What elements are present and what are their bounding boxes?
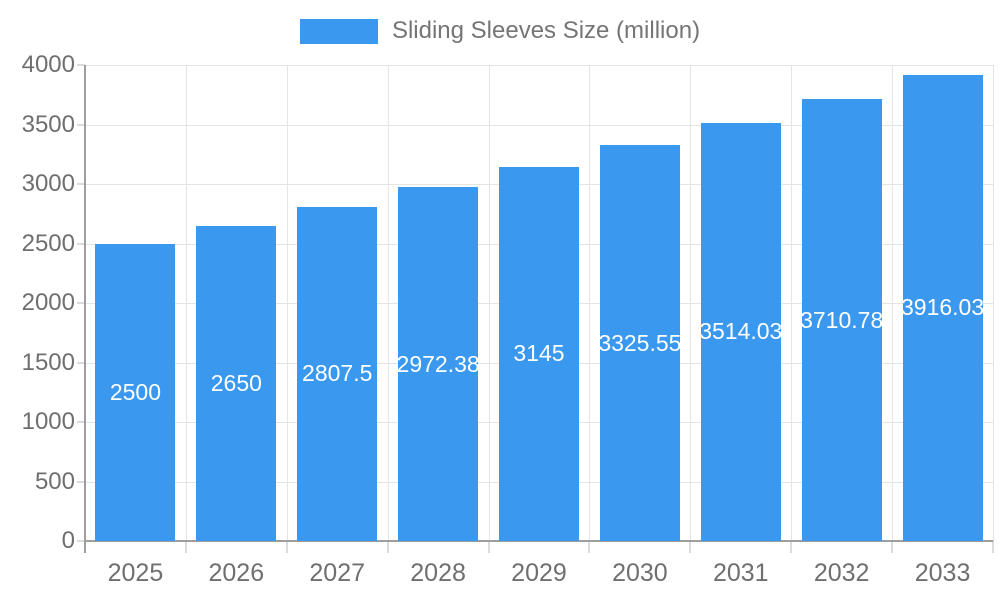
bar-value-label: 3145 <box>513 340 565 367</box>
x-axis-line <box>85 540 993 542</box>
v-gridline <box>993 65 994 541</box>
y-axis-label: 1000 <box>21 408 75 435</box>
bar-value-label: 3325.55 <box>599 329 680 356</box>
y-axis-label: 3000 <box>21 170 75 197</box>
x-axis-label: 2027 <box>309 559 366 587</box>
y-axis-label: 2000 <box>21 289 75 316</box>
v-gridline <box>589 65 591 541</box>
v-gridline <box>690 65 692 541</box>
bar-2028[interactable]: 2972.38 <box>398 187 479 541</box>
v-gridline <box>185 65 187 541</box>
bar-2026[interactable]: 2650 <box>196 225 277 541</box>
y-axis-tick <box>77 64 85 66</box>
bar-2029[interactable]: 3145 <box>499 166 579 541</box>
y-axis-tick <box>77 540 85 542</box>
y-axis-tick <box>77 242 85 245</box>
x-axis-tick <box>891 541 894 553</box>
x-axis-label: 2033 <box>914 559 971 587</box>
bar-2027[interactable]: 2807.5 <box>297 206 378 541</box>
v-gridline <box>791 65 793 541</box>
x-axis-tick <box>184 541 187 553</box>
y-axis-label: 2500 <box>21 229 75 257</box>
bar-value-label: 2807.5 <box>302 360 373 387</box>
x-axis-label: 2029 <box>511 559 567 587</box>
x-axis-tick <box>790 541 793 553</box>
v-gridline <box>286 65 288 541</box>
bar-value-label: 3916.03 <box>902 294 983 321</box>
v-gridline <box>892 65 894 541</box>
x-axis-tick <box>386 541 389 553</box>
y-axis-tick <box>77 123 85 126</box>
x-axis-label: 2032 <box>813 559 870 587</box>
bar-2033[interactable]: 3916.03 <box>902 74 983 541</box>
h-gridline <box>85 124 993 126</box>
bar-2032[interactable]: 3710.78 <box>801 99 882 541</box>
legend-swatch-icon <box>299 18 378 44</box>
legend-label: Sliding Sleeves Size (million) <box>391 17 701 44</box>
bar-value-label: 3710.78 <box>801 306 882 333</box>
x-axis-tick <box>992 541 994 553</box>
y-axis-label: 3500 <box>21 110 75 138</box>
v-gridline <box>488 65 490 541</box>
v-gridline <box>387 65 389 541</box>
x-axis-tick <box>588 541 591 553</box>
bar-value-label: 2972.38 <box>398 350 479 377</box>
x-axis-label: 2025 <box>107 559 164 587</box>
y-axis-tick <box>77 361 85 364</box>
y-axis-tick <box>77 302 85 304</box>
x-axis-label: 2026 <box>208 559 265 587</box>
x-axis-label: 2031 <box>712 559 769 587</box>
y-axis-label: 0 <box>61 527 75 554</box>
bar-2030[interactable]: 3325.55 <box>599 145 680 541</box>
y-axis-label: 4000 <box>21 51 75 78</box>
bar-2025[interactable]: 2500 <box>95 243 176 541</box>
x-axis-tick <box>689 541 692 553</box>
legend-item[interactable]: Sliding Sleeves Size (million) <box>0 18 1000 44</box>
bar-value-label: 2500 <box>109 378 162 405</box>
x-axis-tick <box>487 541 490 553</box>
x-axis-label: 2030 <box>612 559 668 587</box>
bar-value-label: 2650 <box>210 369 262 396</box>
y-axis-tick <box>77 183 85 185</box>
x-axis-tick <box>285 541 288 553</box>
y-axis-tick <box>77 421 85 423</box>
y-axis-line <box>84 65 86 553</box>
bar-2031[interactable]: 3514.03 <box>700 122 781 541</box>
bar-value-label: 3514.03 <box>700 318 781 345</box>
h-gridline <box>85 65 993 66</box>
x-axis-label: 2028 <box>410 559 466 587</box>
y-axis-label: 1500 <box>21 348 75 376</box>
y-axis-label: 500 <box>34 467 75 495</box>
y-axis-tick <box>77 480 85 483</box>
